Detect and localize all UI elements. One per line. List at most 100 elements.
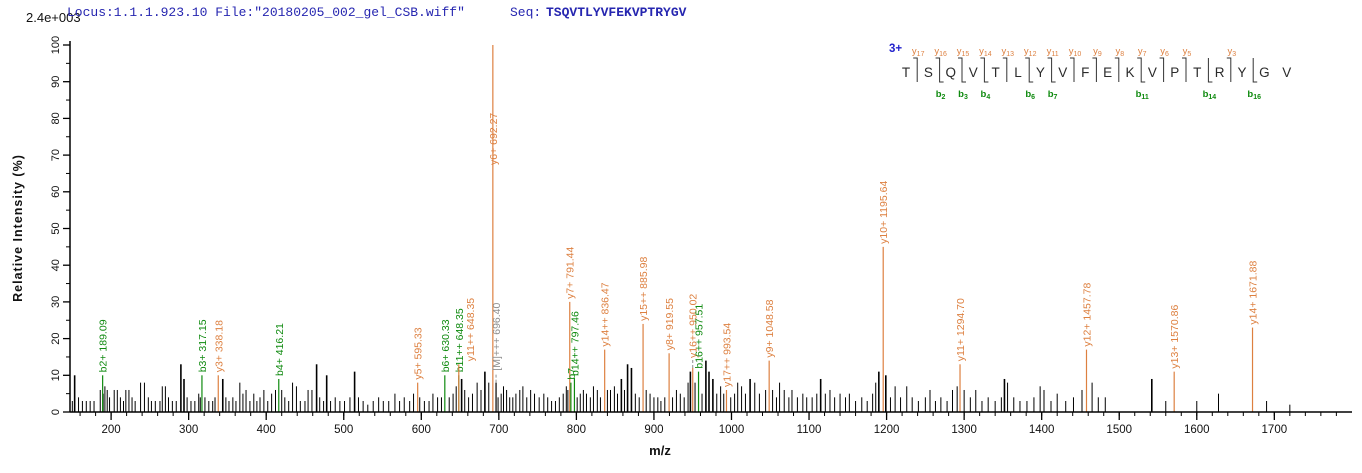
seq-header-value: TSQVTLYVFEKVPTRYGV <box>546 5 687 20</box>
residue-letter: Q <box>946 65 957 80</box>
b-ion-label: b11 <box>1136 89 1149 101</box>
peak-label: y10+ 1195.64 <box>878 181 890 244</box>
residue-letter: V <box>969 65 978 80</box>
x-tick-label: 300 <box>179 424 198 436</box>
peak-label: y8+ 919.55 <box>664 298 676 350</box>
residue-letter: R <box>1215 65 1225 80</box>
peak-label: y6+ 692.27 <box>488 113 500 165</box>
fragment-divider <box>1137 57 1146 83</box>
y-axis-title: Relative Intensity (%) <box>11 154 25 302</box>
y-ion-label: y12 <box>1024 46 1037 58</box>
residue-letter: F <box>1081 65 1089 80</box>
fragment-divider <box>935 57 944 83</box>
y-tick-label: 30 <box>50 296 62 308</box>
x-tick-label: 500 <box>334 424 353 436</box>
x-tick-label: 800 <box>567 424 586 436</box>
y-tick-label: 20 <box>50 332 62 344</box>
b-ion-label: b6 <box>1025 89 1035 101</box>
peak-label: [M]+++ 696.40 <box>491 302 503 370</box>
peak-label: b3+ 317.15 <box>197 319 209 372</box>
residue-letter: V <box>1058 65 1067 80</box>
y-tick-label: 10 <box>50 369 62 381</box>
locus-file-header: Locus:1.1.1.923.10 File:"20180205_002_ge… <box>67 5 465 20</box>
fragment-divider <box>1092 57 1097 82</box>
peak-label: y5+ 595.33 <box>413 327 425 379</box>
peak-label: y17++ 993.54 <box>721 323 733 387</box>
residue-letter: V <box>1148 65 1157 80</box>
fragment-divider <box>980 57 989 83</box>
peak-label: y7+ 791.44 <box>565 246 577 298</box>
peak-label: b2+ 189.09 <box>98 319 110 372</box>
y-ion-label: y3 <box>1227 46 1236 58</box>
x-tick-label: 1500 <box>1106 424 1132 436</box>
x-tick-label: 700 <box>489 424 508 436</box>
peak-label: y3+ 338.18 <box>213 320 225 372</box>
y-ion-label: y5 <box>1183 46 1192 58</box>
residue-letter: S <box>924 65 933 80</box>
fragment-divider <box>1047 57 1056 83</box>
y-ion-label: y10 <box>1069 46 1082 58</box>
y-ion-label: y11 <box>1047 46 1059 58</box>
peak-label: b11++ 648.35 <box>454 308 466 372</box>
y-ion-label: y13 <box>1002 46 1015 58</box>
y-ion-label: y16 <box>934 46 947 58</box>
y-tick-label: 90 <box>50 76 62 88</box>
y-ion-label: y17 <box>912 46 925 58</box>
fragment-divider <box>1002 57 1008 82</box>
fragment-divider <box>1159 57 1165 82</box>
residue-letter: L <box>1014 65 1022 80</box>
x-tick-label: 1600 <box>1184 424 1210 436</box>
y-tick-label: 100 <box>50 36 62 54</box>
x-axis-title: m/z <box>649 443 671 458</box>
b-ion-label: b4 <box>981 89 991 101</box>
peak-label: b7 <box>566 368 578 380</box>
peak-label: y14++ 836.47 <box>600 282 612 346</box>
peak-label: b16++ 957.51 <box>694 304 706 369</box>
x-tick-label: 1700 <box>1262 424 1288 436</box>
peak-label: y15++ 885.98 <box>638 257 650 321</box>
fragment-divider <box>1226 57 1232 82</box>
y-ion-label: y7 <box>1138 46 1147 58</box>
b-ion-label: b7 <box>1048 89 1058 101</box>
residue-letter: G <box>1259 65 1270 80</box>
peak-label: y9+ 1048.58 <box>764 299 776 357</box>
residue-letter: Y <box>1237 65 1246 80</box>
fragment-divider <box>1114 57 1120 82</box>
fragment-divider <box>913 57 918 82</box>
y-ion-label: y15 <box>957 46 970 58</box>
b-ion-label: b14 <box>1203 89 1217 101</box>
fragment-divider <box>1207 58 1213 83</box>
y-tick-label: 40 <box>50 259 62 271</box>
peak-label: y13+ 1570.86 <box>1169 305 1181 369</box>
residue-letter: V <box>1282 65 1291 80</box>
seq-header-label: Seq: <box>510 5 542 20</box>
peak-label: y14+ 1671.88 <box>1248 260 1260 324</box>
peak-label: b6+ 630.33 <box>440 319 452 372</box>
fragment-divider <box>1070 57 1075 82</box>
residue-letter: E <box>1103 65 1112 80</box>
residue-letter: T <box>902 65 910 80</box>
b-ion-label: b16 <box>1247 89 1261 101</box>
precursor-charge-label: 3+ <box>889 43 902 55</box>
residue-letter: Y <box>1036 65 1045 80</box>
x-tick-label: 1000 <box>719 424 745 436</box>
fragment-divider <box>1182 57 1187 82</box>
residue-letter: P <box>1170 65 1179 80</box>
fragment-divider <box>1025 57 1034 83</box>
y-ion-label: y14 <box>979 46 992 58</box>
y-tick-label: 0 <box>50 409 62 415</box>
y-tick-label: 60 <box>50 186 62 198</box>
residue-letter: T <box>991 65 999 80</box>
x-tick-label: 1100 <box>797 424 822 436</box>
y-tick-label: 80 <box>50 112 62 124</box>
y-tick-label: 70 <box>50 149 62 161</box>
x-tick-label: 400 <box>257 424 276 436</box>
peak-label: y12+ 1457.78 <box>1081 283 1093 347</box>
x-tick-label: 1400 <box>1029 424 1055 436</box>
x-tick-label: 900 <box>644 424 663 436</box>
peak-label: b14++ 797.46 <box>569 311 581 376</box>
b-ion-label: b3 <box>958 89 968 101</box>
x-tick-label: 1300 <box>951 424 977 436</box>
fragment-divider <box>958 57 966 83</box>
